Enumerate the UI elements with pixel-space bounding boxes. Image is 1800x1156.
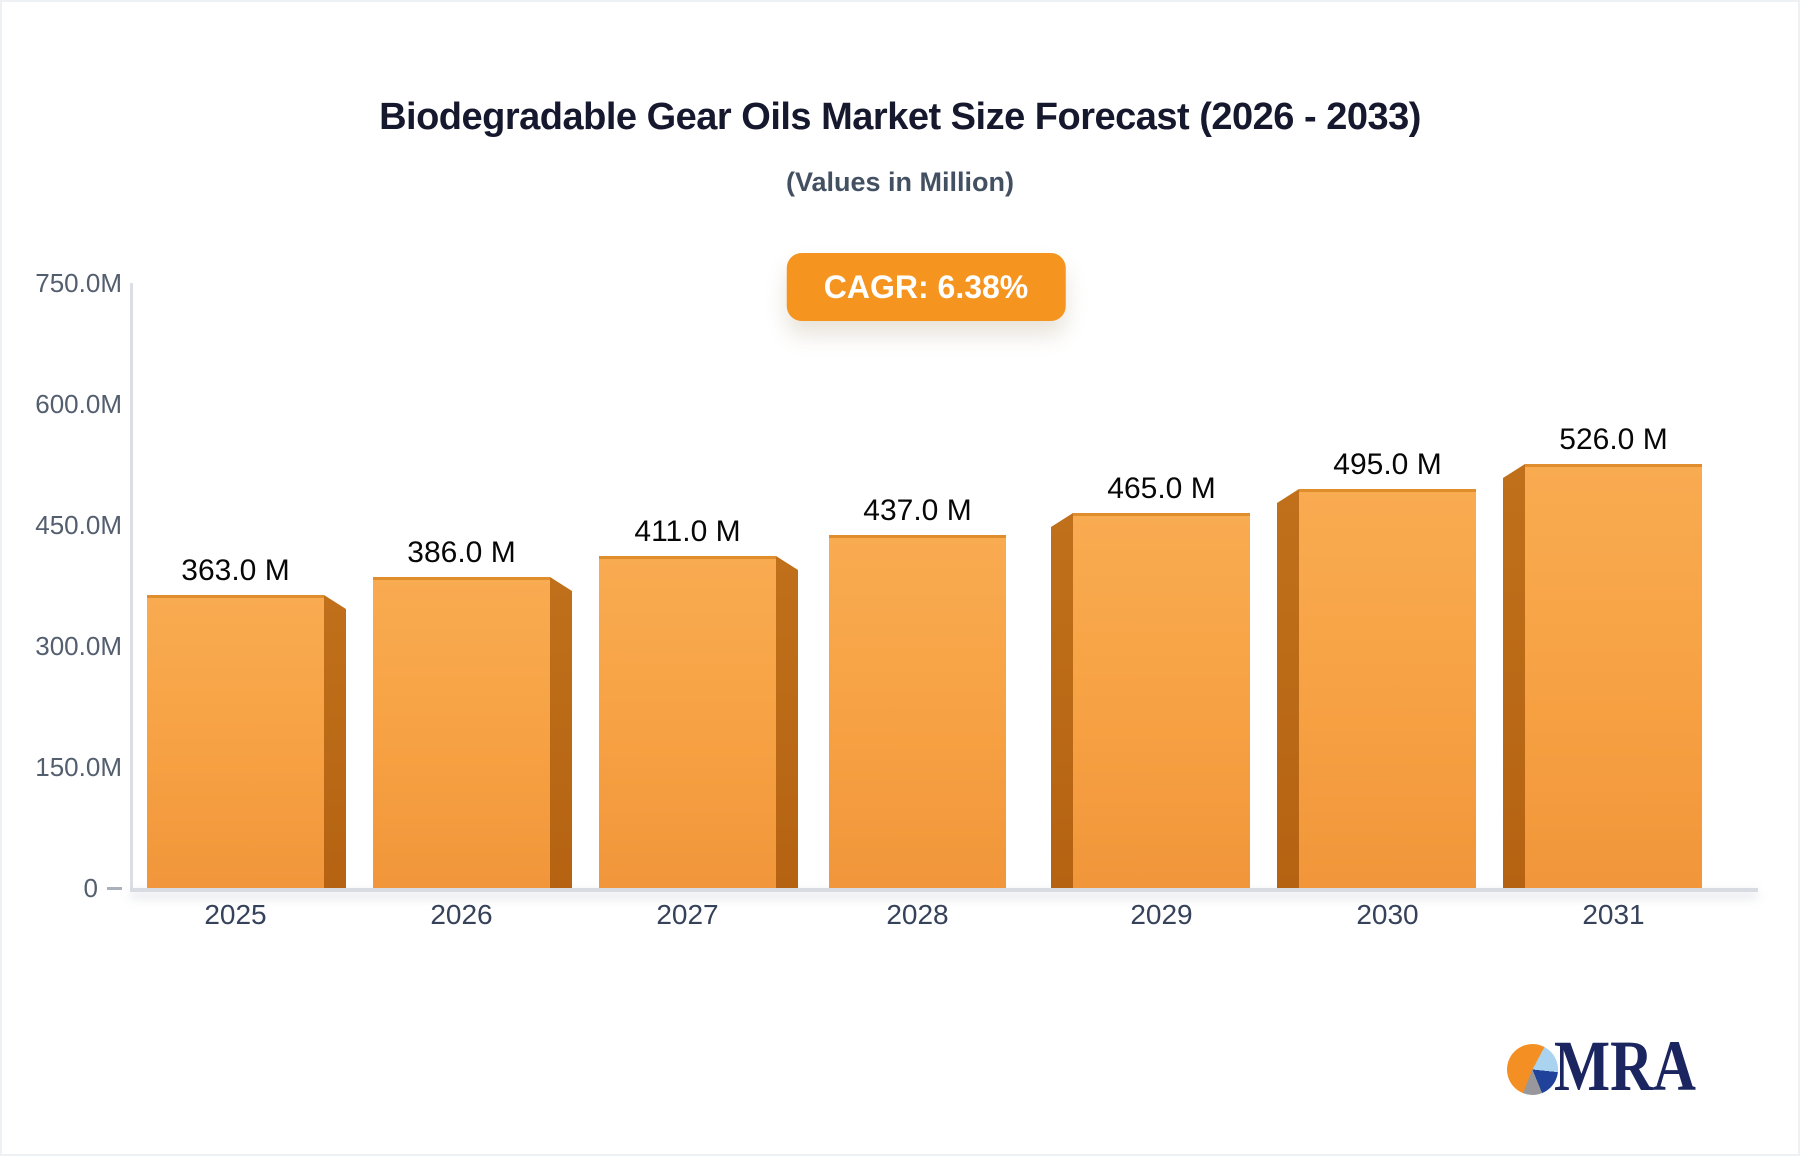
x-tick-label: 2026 [430,899,493,930]
bar-slot-2025: 363.0 M [139,283,365,888]
bar-value-label: 495.0 M [1333,448,1442,481]
x-tick-label: 2031 [1582,899,1645,930]
y-tick-label: 150.0M [35,751,122,782]
bar-slot-2026: 386.0 M [365,283,591,888]
chart-title: Biodegradable Gear Oils Market Size Fore… [379,96,1421,138]
x-tick-label: 2027 [656,899,719,930]
y-axis-line [130,283,133,892]
x-axis-baseline [130,888,1758,892]
bar-slot-2028: 437.0 M [817,283,1043,888]
bar-value-label: 363.0 M [181,554,290,587]
bar-slot-2030: 495.0 M [1269,283,1495,888]
x-tick-label: 2030 [1356,899,1419,930]
bar-3d-side [550,577,572,888]
bar-3d-side [1277,489,1299,888]
mra-logo-letters: MRA [1554,1036,1696,1106]
bar-3d-side [776,556,798,888]
y-tick-label: 300.0M [35,630,122,661]
mra-logo-pie-icon [1507,1044,1558,1095]
y-tick-label: 0 [0,873,122,903]
bar-value-label: 465.0 M [1107,472,1216,505]
chart-subtitle: (Values in Million) [785,167,1015,197]
y-zero-tick-dash [107,886,122,890]
bar-value-label: 386.0 M [407,536,516,569]
bar-front-face [1073,513,1250,888]
bar-3d-side [1503,464,1525,888]
bar-slot-2031: 526.0 M [1495,283,1721,888]
bar-value-label: 437.0 M [863,494,972,527]
bar-3d-side [324,595,346,888]
cagr-badge: CAGR: 6.38% [786,253,1066,321]
bar-slot-2029: 465.0 M [1043,283,1269,888]
bar-front-face [373,577,550,888]
y-tick-label: 600.0M [35,388,122,419]
bar-3d-side [1051,513,1073,888]
mra-logo: MRA [1505,1026,1745,1106]
bar-front-face [147,595,324,888]
bar-front-face [829,535,1006,888]
bar-front-face [1299,489,1476,888]
y-tick-label: 450.0M [35,509,122,540]
x-tick-label: 2029 [1130,899,1193,930]
y-tick-label: 750.0M [35,267,122,298]
bar-value-label: 411.0 M [634,515,741,548]
bar-front-face [599,556,776,888]
x-tick-label: 2025 [204,899,267,930]
bar-front-face [1525,464,1702,888]
x-tick-label: 2028 [886,899,949,930]
mra-logo-text: MRA [1554,1026,1739,1111]
bar-slot-2027: 411.0 M [591,283,817,888]
bar-value-label: 526.0 M [1559,423,1668,456]
